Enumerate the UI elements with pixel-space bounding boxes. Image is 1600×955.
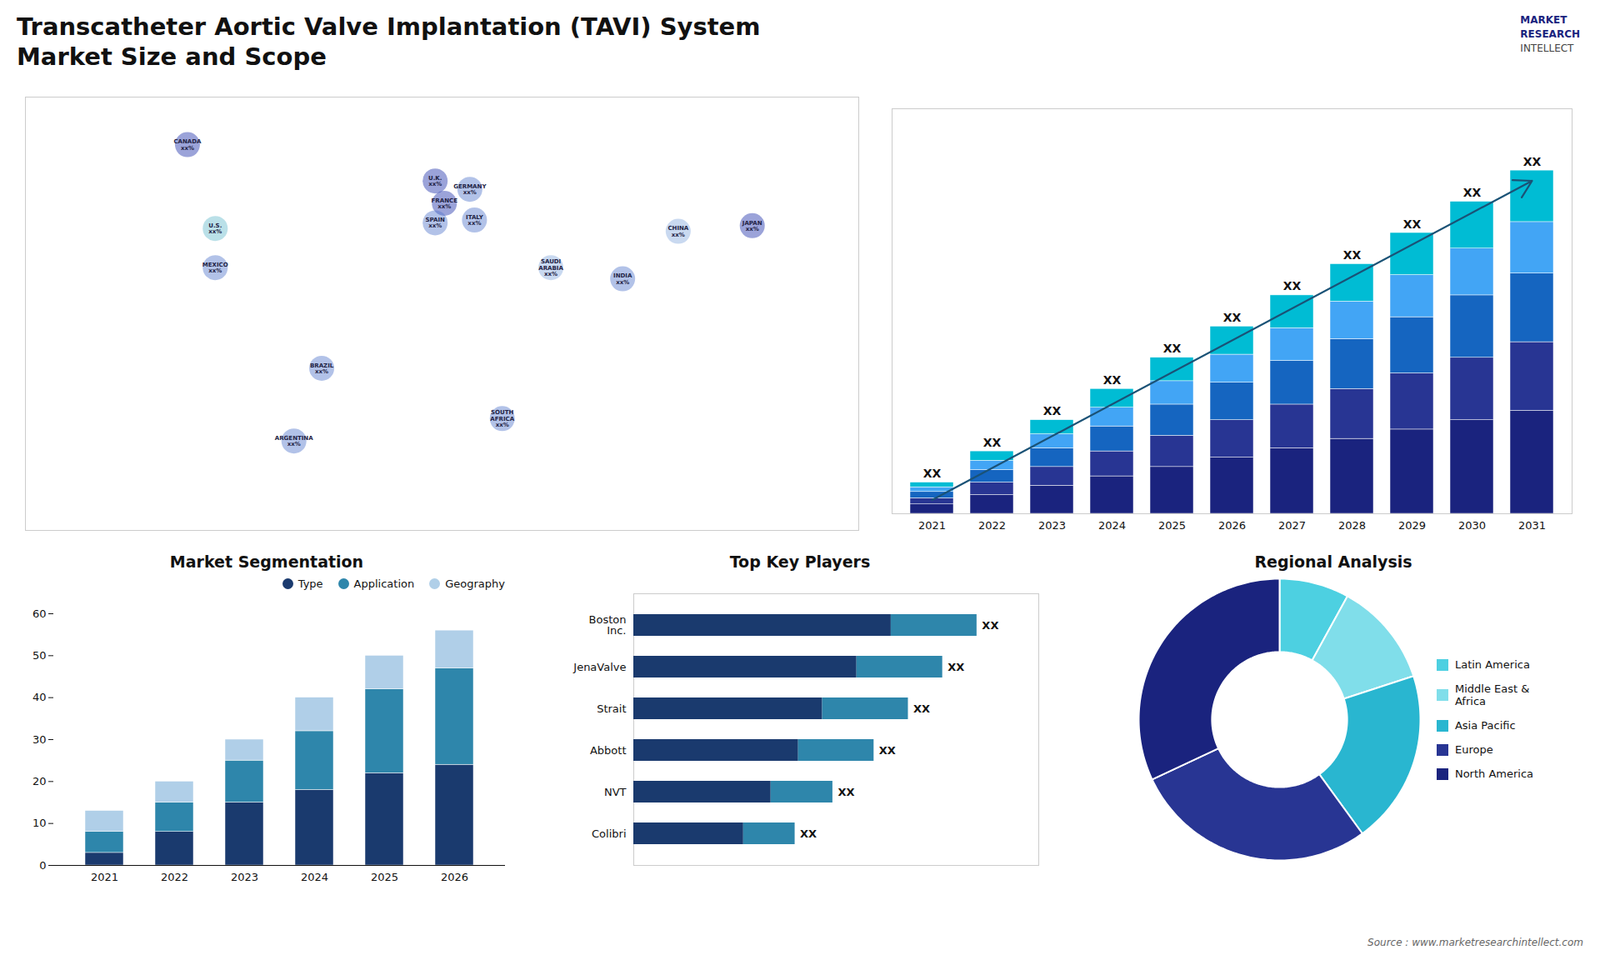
svg-text:XX: XX	[879, 744, 896, 757]
html-text:MARKET: MARKET	[1520, 14, 1568, 26]
html-text:Source : www.marketresearchint: Source : www.marketresearchintellect.com	[1367, 936, 1584, 949]
svg-text:2025: 2025	[1158, 519, 1186, 532]
html-text:Market Size and Scope: Market Size and Scope	[16, 42, 327, 71]
svg-text:2021: 2021	[90, 870, 119, 884]
svg-text:JAPANxx%: JAPANxx%	[741, 219, 763, 232]
svg-text:2023: 2023	[230, 870, 259, 884]
svg-text:MEXICOxx%: MEXICOxx%	[202, 261, 229, 275]
svg-text:2031: 2031	[1518, 519, 1546, 532]
svg-text:60: 60	[32, 607, 47, 620]
svg-text:XX: XX	[1343, 248, 1362, 262]
svg-text:2023: 2023	[1038, 519, 1066, 532]
svg-text:CHINAxx%: CHINAxx%	[667, 225, 689, 238]
svg-text:2028: 2028	[1338, 519, 1366, 532]
html-text:Latin America: Latin America	[1454, 658, 1530, 671]
svg-text:Colibri: Colibri	[591, 827, 626, 840]
html-text:Geography: Geography	[445, 577, 505, 590]
svg-text:2024: 2024	[1098, 519, 1126, 532]
html-text:Market Segmentation: Market Segmentation	[169, 552, 364, 571]
svg-text:U.K.xx%: U.K.xx%	[428, 175, 442, 188]
svg-text:XX: XX	[983, 435, 1002, 450]
svg-text:SAUDIARABIAxx%: SAUDIARABIAxx%	[538, 258, 564, 278]
svg-text:XX: XX	[923, 466, 942, 480]
svg-text:2025: 2025	[370, 870, 399, 884]
svg-text:U.S.xx%: U.S.xx%	[208, 222, 222, 235]
svg-text:XX: XX	[947, 660, 965, 674]
svg-text:XX: XX	[1463, 185, 1482, 200]
svg-text:CANADAxx%: CANADAxx%	[173, 138, 202, 151]
svg-text:XX: XX	[1403, 217, 1422, 231]
svg-text:ITALYxx%: ITALYxx%	[465, 214, 485, 227]
svg-text:NVT: NVT	[604, 785, 627, 799]
html-text:RESEARCH: RESEARCH	[1520, 28, 1580, 40]
html-text:North America: North America	[1454, 767, 1534, 780]
svg-text:ARGENTINAxx%: ARGENTINAxx%	[275, 435, 314, 448]
html-text:Application: Application	[353, 577, 415, 590]
svg-text:XX: XX	[1103, 373, 1122, 387]
svg-text:SPAINxx%: SPAINxx%	[425, 216, 445, 230]
html-text:INTELLECT: INTELLECT	[1520, 42, 1574, 55]
svg-text:2026: 2026	[1218, 519, 1246, 532]
svg-text:50: 50	[32, 649, 47, 662]
svg-text:2022: 2022	[978, 519, 1006, 532]
html-text:Type: Type	[298, 577, 323, 590]
html-text:Top Key Players: Top Key Players	[729, 552, 871, 571]
svg-text:40: 40	[32, 690, 47, 704]
html-text:Regional Analysis: Regional Analysis	[1254, 552, 1413, 571]
svg-text:30: 30	[32, 733, 47, 746]
svg-text:XX: XX	[913, 702, 930, 715]
html-text:Europe: Europe	[1454, 743, 1494, 756]
svg-text:2027: 2027	[1278, 519, 1306, 532]
svg-text:2021: 2021	[918, 519, 946, 532]
svg-text:BRAZILxx%: BRAZILxx%	[310, 362, 335, 375]
svg-text:2030: 2030	[1458, 519, 1486, 532]
svg-text:0: 0	[39, 859, 46, 872]
svg-text:XX: XX	[1283, 279, 1302, 293]
svg-text:XX: XX	[1043, 404, 1062, 418]
svg-text:INDIAxx%: INDIAxx%	[613, 272, 633, 285]
svg-text:2026: 2026	[440, 870, 469, 884]
svg-text:XX: XX	[837, 785, 855, 799]
svg-text:2029: 2029	[1398, 519, 1426, 532]
svg-text:SOUTHAFRICAxx%: SOUTHAFRICAxx%	[490, 409, 515, 429]
svg-text:Abbott: Abbott	[590, 744, 627, 757]
html-text:Transcatheter Aortic Valve Imp: Transcatheter Aortic Valve Implantation …	[16, 12, 761, 41]
svg-text:10: 10	[32, 816, 47, 830]
svg-text:Strait: Strait	[596, 702, 626, 715]
html-text:Asia Pacific: Asia Pacific	[1454, 719, 1516, 732]
svg-text:20: 20	[32, 775, 47, 788]
svg-text:XX: XX	[1163, 341, 1182, 355]
svg-text:XX: XX	[1523, 155, 1542, 169]
svg-text:GERMANYxx%: GERMANYxx%	[453, 183, 487, 196]
svg-text:XX: XX	[800, 827, 817, 840]
svg-text:2022: 2022	[160, 870, 189, 884]
svg-text:FRANCExx%: FRANCExx%	[431, 197, 459, 210]
svg-text:XX: XX	[981, 619, 999, 632]
svg-text:XX: XX	[1223, 310, 1242, 325]
html-text:Middle East & Africa: Middle East & Africa	[1454, 682, 1530, 708]
svg-text:BostonInc.: BostonInc.	[589, 613, 627, 637]
svg-text:2024: 2024	[300, 870, 329, 884]
svg-text:JenaValve: JenaValve	[572, 660, 626, 674]
